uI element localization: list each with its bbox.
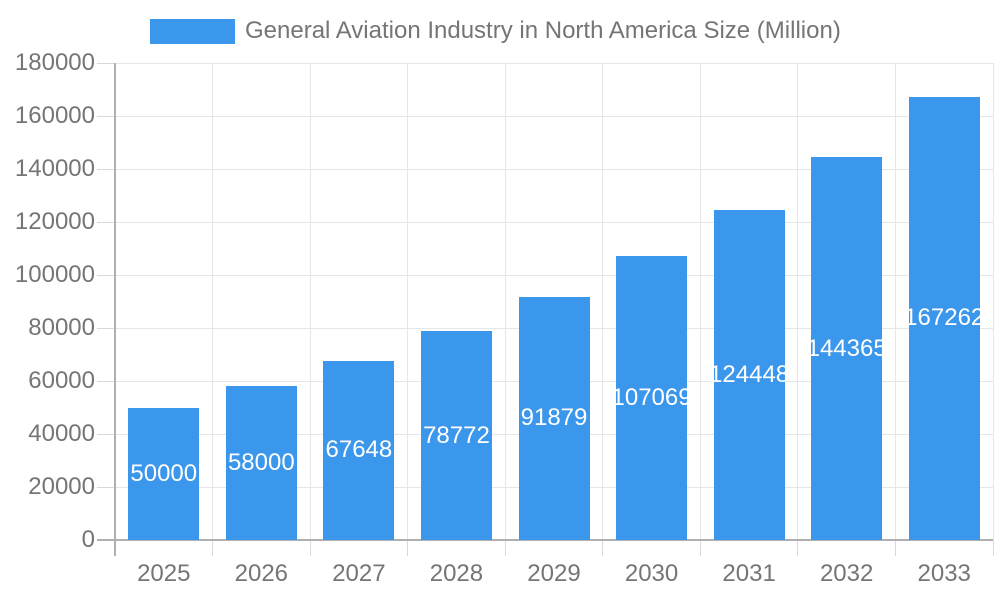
x-tick: [504, 540, 506, 556]
bar[interactable]: [128, 407, 200, 540]
y-tick: [97, 433, 115, 435]
x-gridline: [212, 63, 214, 540]
bar[interactable]: [811, 157, 883, 540]
x-gridline: [699, 63, 701, 540]
y-axis-label: 120000: [14, 208, 95, 235]
bar[interactable]: [323, 360, 395, 540]
y-axis-label: 60000: [28, 367, 95, 394]
bar-value-label: 78772: [423, 421, 490, 449]
x-tick: [407, 540, 409, 556]
bar-value-label: 167262: [904, 304, 985, 332]
y-gridline: [115, 221, 993, 223]
x-tick: [894, 540, 896, 556]
x-axis-label: 2027: [332, 560, 386, 587]
y-axis-label: 160000: [14, 102, 95, 129]
bar-value-label: 50000: [130, 459, 198, 487]
x-tick: [212, 540, 214, 556]
y-axis-label: 140000: [14, 155, 95, 182]
x-axis-label: 2028: [429, 560, 484, 587]
y-gridline: [115, 274, 993, 276]
x-axis-label: 2033: [917, 560, 971, 587]
bar[interactable]: [518, 296, 590, 540]
y-axis-line: [114, 63, 116, 556]
y-tick: [97, 168, 115, 170]
bar-value-label: 144365: [806, 334, 887, 362]
y-gridline: [115, 62, 993, 64]
x-axis-label: 2025: [137, 560, 191, 587]
x-axis-label: 2031: [722, 560, 776, 587]
x-tick: [602, 540, 604, 556]
y-gridline: [115, 115, 993, 117]
bar[interactable]: [420, 331, 492, 540]
y-tick: [97, 62, 115, 64]
bar[interactable]: [713, 210, 785, 540]
y-tick: [97, 327, 115, 329]
x-gridline: [797, 63, 799, 540]
y-gridline: [115, 168, 993, 170]
y-axis-label: 80000: [28, 314, 95, 341]
y-axis-label: 40000: [28, 420, 95, 447]
x-gridline: [407, 63, 409, 540]
bar[interactable]: [225, 386, 297, 540]
x-gridline: [992, 63, 994, 540]
x-gridline: [504, 63, 506, 540]
y-tick: [97, 115, 115, 117]
y-tick: [97, 486, 115, 488]
bar[interactable]: [616, 256, 688, 540]
bar[interactable]: [908, 96, 980, 540]
y-tick: [97, 274, 115, 276]
y-axis-label: 20000: [28, 473, 95, 500]
bar-value-label: 107069: [611, 384, 692, 412]
legend[interactable]: General Aviation Industry in North Ameri…: [150, 16, 841, 46]
x-tick: [309, 540, 311, 556]
bar-value-label: 124448: [709, 361, 790, 389]
x-tick: [992, 540, 994, 556]
x-gridline: [602, 63, 604, 540]
bar-value-label: 58000: [227, 449, 295, 477]
bar-value-label: 91879: [520, 404, 588, 432]
y-axis-label: 180000: [14, 49, 95, 76]
bar-value-label: 67648: [325, 436, 393, 464]
y-tick: [97, 380, 115, 382]
x-axis-label: 2029: [527, 560, 581, 587]
y-axis-label: 0: [81, 526, 95, 553]
x-tick: [699, 540, 701, 556]
x-axis-line: [97, 539, 993, 541]
x-axis-label: 2032: [819, 560, 874, 587]
x-axis-label: 2030: [624, 560, 679, 587]
x-gridline: [894, 63, 896, 540]
y-axis-label: 100000: [14, 261, 95, 288]
y-tick: [97, 221, 115, 223]
x-tick: [797, 540, 799, 556]
legend-swatch-icon: [150, 18, 235, 44]
x-axis-label: 2026: [234, 560, 289, 587]
x-gridline: [309, 63, 311, 540]
legend-label: General Aviation Industry in North Ameri…: [245, 17, 841, 44]
